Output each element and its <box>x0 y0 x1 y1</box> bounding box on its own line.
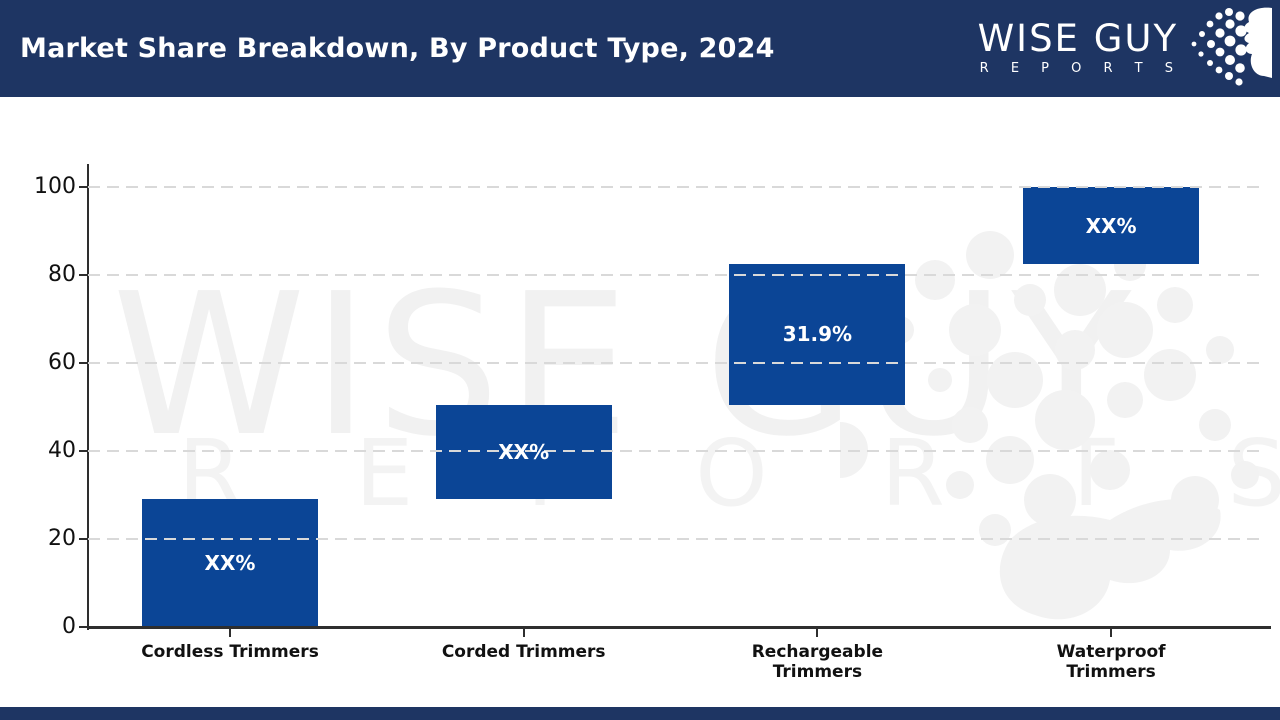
bar-value-label: XX% <box>498 440 550 465</box>
header-band: Market Share Breakdown, By Product Type,… <box>0 0 1280 97</box>
y-tick-mark <box>79 626 88 628</box>
category-label: Waterproof Trimmers <box>981 642 1241 682</box>
y-tick-mark <box>79 450 88 452</box>
x-tick-mark <box>816 629 819 637</box>
x-tick-mark <box>522 629 525 637</box>
x-tick-mark <box>229 629 231 637</box>
y-tick-label: 100 <box>34 174 76 199</box>
y-tick-label: 80 <box>48 262 76 287</box>
category-label-line: Trimmers <box>1066 662 1156 682</box>
y-tick-mark <box>79 274 88 276</box>
gridline <box>88 538 1266 540</box>
y-tick-mark <box>79 362 88 364</box>
category-label: Rechargeable Trimmers <box>687 642 947 682</box>
logo-text: WISE GUY R E P O R T S <box>974 17 1182 76</box>
bar-value-label: XX% <box>204 551 256 576</box>
gridline <box>88 186 1266 188</box>
bar-segment <box>729 264 906 405</box>
category-label: Corded Trimmers <box>394 642 654 662</box>
y-tick-mark <box>79 538 88 540</box>
y-tick-label: 0 <box>62 614 76 639</box>
category-label-line: Corded Trimmers <box>441 642 606 662</box>
category-label-line: Waterproof <box>1056 642 1166 662</box>
logo-head-icon <box>1191 7 1272 86</box>
bar-segment <box>142 499 318 627</box>
y-tick-mark <box>79 186 88 188</box>
x-tick-mark <box>1110 629 1113 637</box>
y-tick-label: 40 <box>48 438 76 463</box>
gridline <box>88 362 1266 364</box>
footer-band <box>0 707 1280 720</box>
bar-value-label: 31.9% <box>782 322 853 347</box>
category-label-line: Rechargeable <box>751 642 884 662</box>
logo-wordmark: WISE GUY <box>977 17 1179 61</box>
gridline <box>88 274 1266 276</box>
bar-value-label: XX% <box>1085 213 1137 238</box>
logo-subtext: R E P O R T S <box>979 60 1182 76</box>
wiseguy-logo: WISE GUY R E P O R T S <box>974 6 1272 90</box>
gridline <box>88 450 1266 452</box>
category-label-line: Cordless Trimmers <box>141 642 319 662</box>
chart-title: Market Share Breakdown, By Product Type,… <box>20 33 775 64</box>
y-tick-label: 60 <box>48 350 76 375</box>
y-tick-label: 20 <box>48 526 76 551</box>
category-label: Cordless Trimmers <box>100 642 360 662</box>
category-label-line: Trimmers <box>772 662 863 682</box>
bar-segment <box>435 404 612 500</box>
x-axis-line <box>87 626 1271 629</box>
y-axis-line <box>87 164 89 630</box>
